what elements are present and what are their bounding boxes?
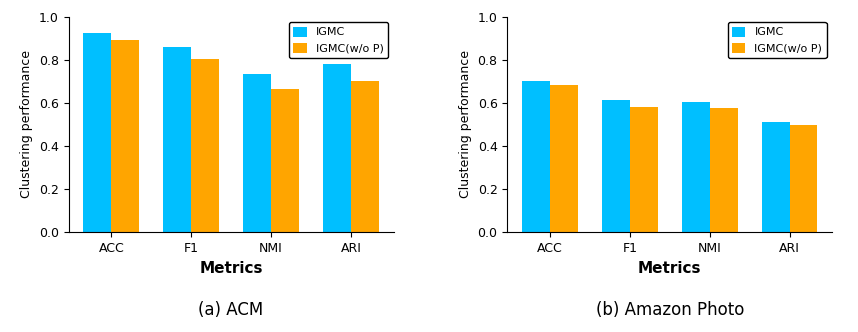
Bar — [602, 100, 630, 232]
Legend: IGMC, IGMC(w/o P): IGMC, IGMC(w/o P) — [728, 22, 827, 58]
Bar — [710, 108, 738, 232]
Bar — [789, 125, 818, 232]
Bar — [271, 89, 299, 232]
Text: (a) ACM: (a) ACM — [198, 301, 263, 319]
X-axis label: Metrics: Metrics — [199, 261, 263, 276]
Bar — [243, 74, 271, 232]
Bar — [323, 64, 351, 232]
Bar — [630, 107, 658, 232]
Bar — [682, 102, 710, 232]
Bar — [351, 81, 379, 232]
Bar — [163, 47, 191, 232]
Bar — [83, 33, 112, 232]
Bar — [522, 81, 550, 232]
Y-axis label: Clustering performance: Clustering performance — [21, 50, 33, 199]
Bar — [762, 122, 789, 232]
X-axis label: Metrics: Metrics — [638, 261, 702, 276]
Legend: IGMC, IGMC(w/o P): IGMC, IGMC(w/o P) — [289, 22, 388, 58]
Bar — [112, 40, 139, 232]
Text: (b) Amazon Photo: (b) Amazon Photo — [595, 301, 744, 319]
Bar — [550, 85, 578, 232]
Y-axis label: Clustering performance: Clustering performance — [459, 50, 472, 199]
Bar — [191, 59, 219, 232]
